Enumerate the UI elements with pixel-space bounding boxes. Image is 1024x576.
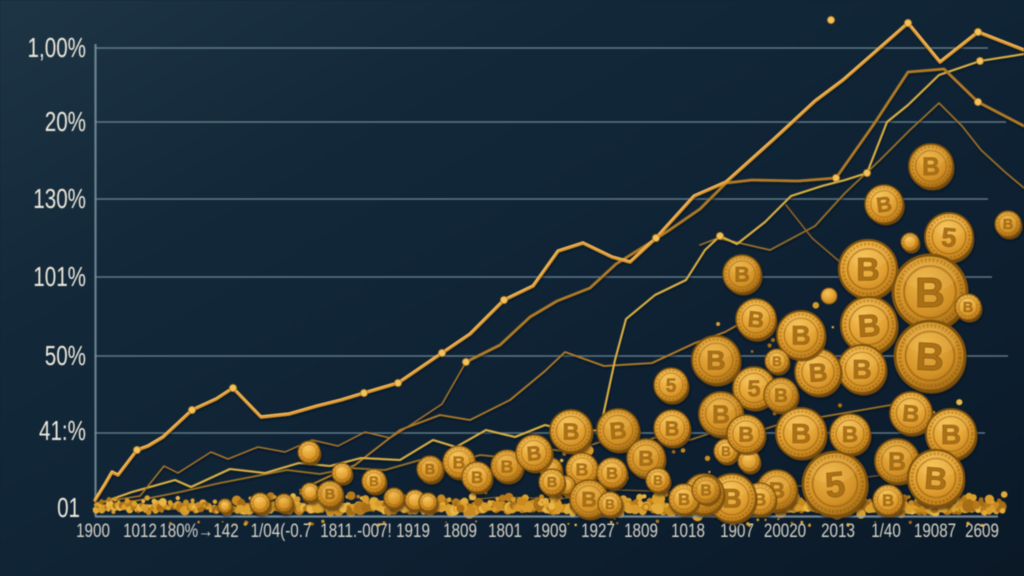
svg-text:B: B [606, 464, 618, 483]
svg-text:1/04(-0.7: 1/04(-0.7 [251, 519, 312, 541]
svg-text:1811.-007!: 1811.-007! [320, 519, 391, 541]
svg-text:1012: 1012 [123, 519, 157, 541]
svg-text:B: B [842, 422, 858, 447]
svg-text:1809: 1809 [443, 519, 477, 541]
svg-text:5: 5 [747, 376, 760, 402]
svg-text:B: B [563, 419, 580, 445]
svg-text:180%→142: 180%→142 [159, 519, 238, 541]
svg-text:B: B [1003, 217, 1014, 233]
svg-text:B: B [471, 468, 483, 487]
svg-text:20020: 20020 [764, 519, 806, 541]
svg-text:B: B [901, 400, 920, 427]
svg-text:B: B [963, 300, 974, 316]
svg-text:19087: 19087 [914, 519, 956, 541]
svg-text:B: B [857, 308, 882, 344]
svg-text:B: B [665, 418, 680, 440]
svg-text:5: 5 [940, 222, 958, 253]
svg-text:B: B [581, 488, 596, 512]
svg-text:B: B [941, 419, 961, 450]
svg-text:B: B [369, 474, 379, 489]
svg-text:1900: 1900 [76, 519, 110, 541]
svg-text:2609: 2609 [965, 519, 999, 541]
svg-text:130%: 130% [33, 184, 86, 215]
svg-text:B: B [706, 346, 725, 376]
svg-text:B: B [721, 444, 731, 459]
svg-text:B: B [791, 321, 810, 351]
svg-text:41:%: 41:% [39, 416, 86, 447]
svg-text:B: B [453, 453, 466, 473]
svg-text:1018: 1018 [671, 519, 705, 541]
svg-text:B: B [653, 473, 663, 488]
svg-text:B: B [722, 484, 741, 514]
svg-text:B: B [547, 475, 558, 491]
svg-text:B: B [808, 359, 829, 388]
svg-text:101%: 101% [33, 262, 86, 293]
svg-text:B: B [526, 443, 542, 466]
svg-text:1907: 1907 [720, 519, 754, 541]
svg-text:B: B [605, 497, 615, 512]
svg-text:B: B [856, 252, 879, 288]
svg-text:B: B [747, 306, 766, 333]
svg-text:B: B [922, 154, 940, 181]
svg-text:2013: 2013 [821, 519, 855, 541]
svg-text:B: B [774, 386, 788, 407]
svg-text:B: B [888, 449, 906, 476]
svg-text:B: B [734, 263, 749, 287]
svg-text:B: B [425, 462, 436, 478]
svg-text:B: B [678, 490, 690, 509]
svg-text:B: B [325, 487, 336, 503]
svg-text:B: B [791, 418, 811, 449]
svg-text:B: B [576, 460, 589, 480]
svg-text:01: 01 [57, 493, 80, 524]
svg-text:B: B [772, 354, 782, 369]
svg-text:B: B [923, 461, 948, 497]
svg-text:B: B [875, 192, 894, 218]
svg-text:B: B [852, 355, 871, 385]
svg-text:1927: 1927 [581, 519, 615, 541]
svg-text:B: B [608, 417, 627, 444]
svg-text:B: B [882, 491, 894, 510]
svg-text:1,00%: 1,00% [28, 33, 86, 64]
svg-text:B: B [700, 483, 711, 500]
svg-text:B: B [738, 423, 753, 447]
svg-text:1809: 1809 [624, 519, 658, 541]
svg-text:1/40: 1/40 [871, 519, 901, 541]
svg-text:50%: 50% [45, 341, 86, 372]
svg-text:1919: 1919 [396, 519, 430, 541]
svg-text:B: B [638, 447, 653, 471]
svg-text:B: B [501, 457, 514, 477]
svg-text:B: B [712, 402, 730, 429]
svg-text:5: 5 [666, 376, 677, 397]
svg-text:B: B [915, 270, 945, 316]
svg-text:B: B [915, 335, 946, 379]
svg-text:20%: 20% [45, 107, 86, 138]
svg-text:1909: 1909 [533, 519, 567, 541]
svg-text:5: 5 [823, 464, 847, 506]
svg-text:1801: 1801 [488, 519, 522, 541]
